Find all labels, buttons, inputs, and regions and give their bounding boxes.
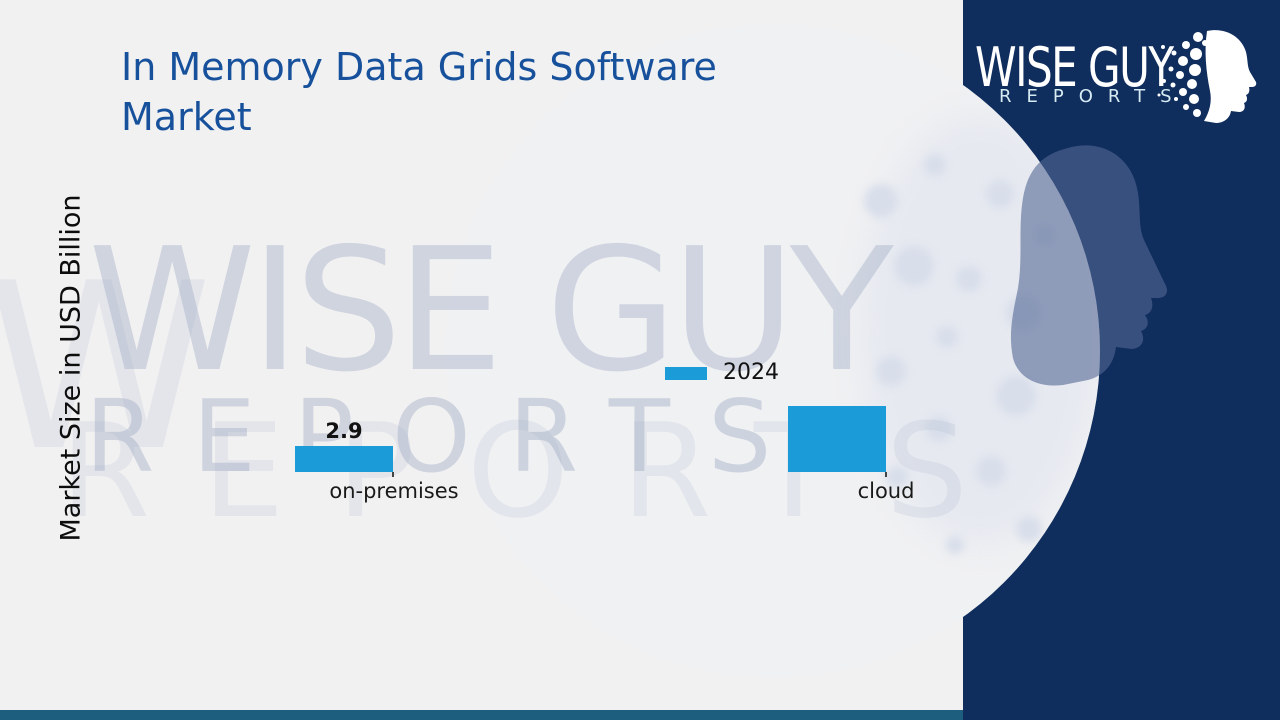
legend-swatch-2024 [665,367,707,380]
watermark-dot [876,356,906,386]
watermark-dot [936,326,958,348]
legend-label: 2024 [723,360,779,385]
watermark-dot [864,184,898,218]
watermark-dot [996,376,1036,416]
bar-on-premises [295,446,393,472]
logo-reports-text: REPORTS [999,86,1187,107]
watermark-dot [956,266,982,292]
x-tick-on-premises [392,472,394,477]
watermark-dot [976,456,1006,486]
dotted-head-profile-icon [1157,30,1257,123]
logo-wordmark: WISE GUY [975,36,1174,99]
watermark-echo-w: W [0,235,213,502]
watermark-dot [926,416,952,442]
watermark-dot [946,536,964,554]
watermark-dot [894,246,934,286]
category-label-cloud: cloud [857,479,915,503]
face-profile-silhouette [1010,145,1168,386]
y-axis-label: Market Size in USD Billion [55,194,87,542]
x-tick-cloud [885,472,887,477]
category-label-on-premises: on-premises [329,479,459,503]
watermark-dot [886,466,908,488]
watermark-dot [986,180,1014,208]
watermark-dot [924,154,946,176]
bottom-accent-bar [0,710,1280,720]
page-title: In Memory Data Grids Software Market [121,45,717,139]
bar-cloud [788,406,886,472]
watermark-dot [1016,516,1042,542]
bar-value-label-on-premises: 2.9 [325,419,363,443]
